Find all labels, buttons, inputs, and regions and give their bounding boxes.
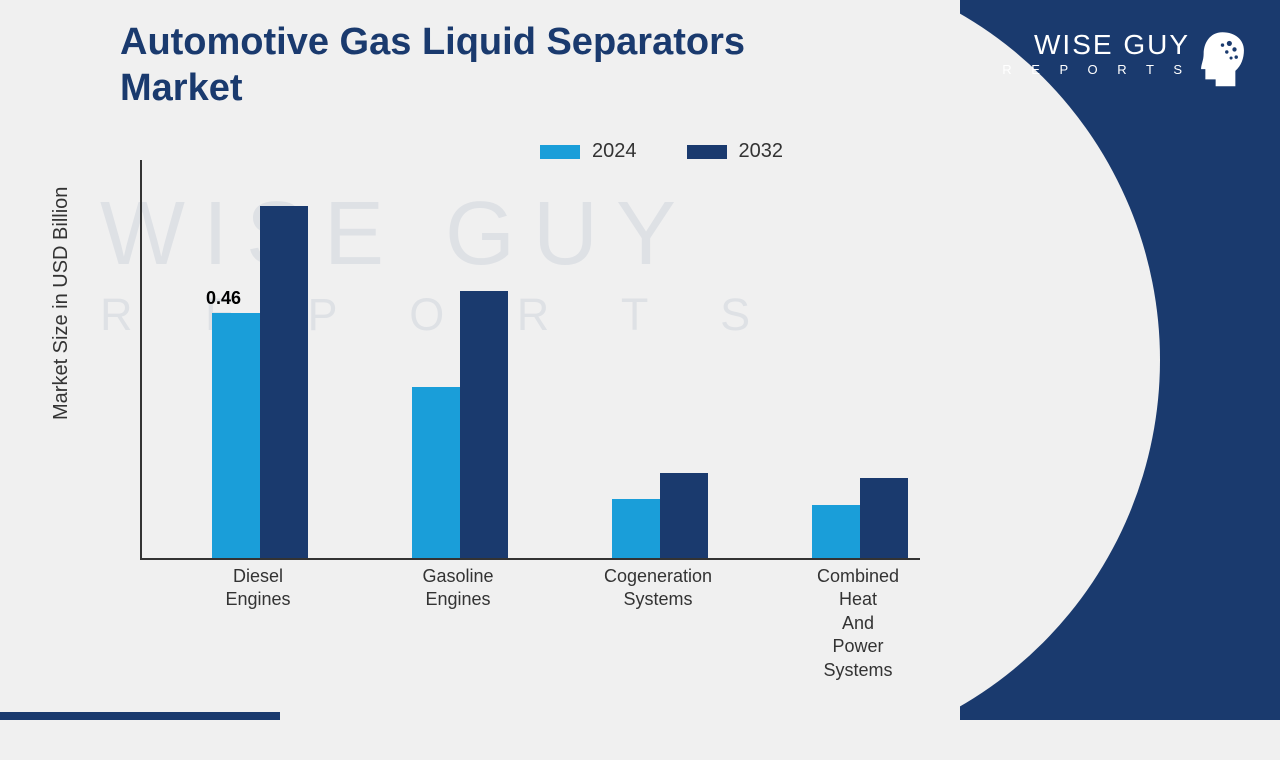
bar-value-label: 0.46	[206, 288, 241, 309]
bar	[212, 313, 260, 558]
x-category-label: DieselEngines	[198, 565, 318, 612]
bar	[812, 505, 860, 558]
x-category-label: CombinedHeatAndPowerSystems	[798, 565, 918, 682]
bar-group	[812, 478, 908, 558]
right-panel	[960, 0, 1280, 720]
logo-sub: R E P O R T S	[1002, 63, 1190, 77]
bar	[612, 499, 660, 558]
x-category-label: GasolineEngines	[398, 565, 518, 612]
plot-area: 0.46	[140, 160, 920, 560]
chart-container: Market Size in USD Billion 2024 2032 0.4…	[60, 140, 940, 700]
bar	[860, 478, 908, 558]
legend-swatch-2032	[687, 145, 727, 159]
bar	[412, 387, 460, 558]
y-axis-label: Market Size in USD Billion	[50, 187, 73, 420]
bar-group: 0.46	[212, 206, 308, 558]
bottom-accent-bar	[0, 712, 280, 720]
bar	[260, 206, 308, 558]
chart-title: Automotive Gas Liquid Separators Market	[120, 20, 840, 111]
bar	[660, 473, 708, 558]
bar	[460, 291, 508, 558]
x-axis-labels: DieselEngines GasolineEngines Cogeneration…	[140, 565, 920, 685]
x-category-label: CogenerationSystems	[598, 565, 718, 612]
logo-head-icon	[1195, 28, 1250, 88]
legend-swatch-2024	[540, 145, 580, 159]
bar-group	[612, 473, 708, 558]
logo-main: WISE GUY	[1034, 29, 1190, 60]
bar-group	[412, 291, 508, 558]
logo: WISE GUY R E P O R T S	[1002, 30, 1190, 77]
